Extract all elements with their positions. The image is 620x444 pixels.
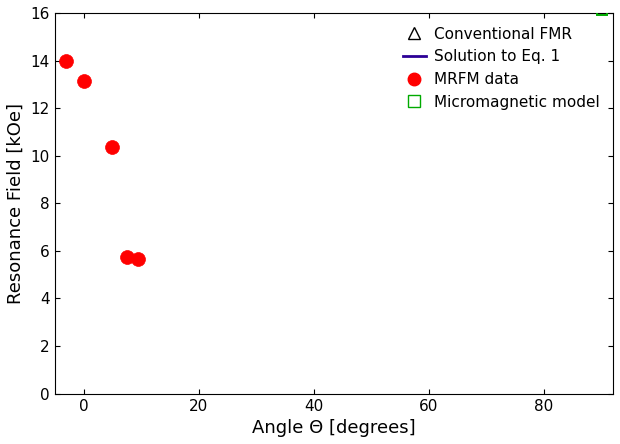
Legend: Conventional FMR, Solution to Eq. 1, MRFM data, Micromagnetic model: Conventional FMR, Solution to Eq. 1, MRF…	[397, 20, 605, 116]
X-axis label: Angle Θ [degrees]: Angle Θ [degrees]	[252, 419, 415, 437]
Y-axis label: Resonance Field [kOe]: Resonance Field [kOe]	[7, 103, 25, 304]
